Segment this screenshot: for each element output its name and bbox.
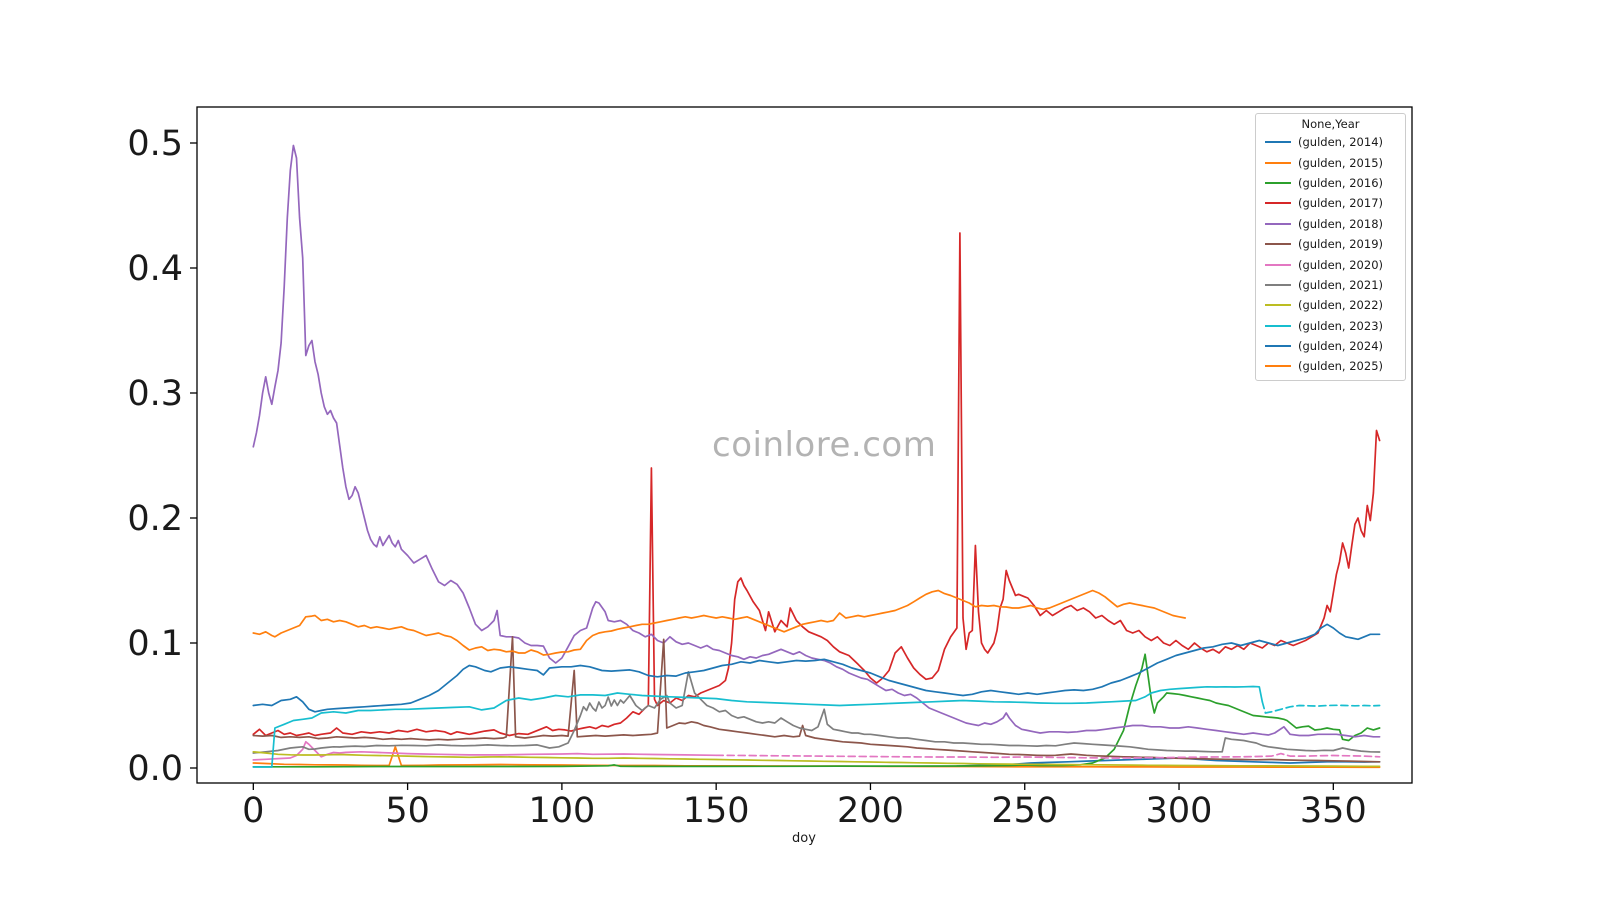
legend-line-swatch xyxy=(1265,324,1291,327)
legend-line-swatch xyxy=(1265,141,1291,144)
series-line-2023 xyxy=(1261,700,1381,714)
legend-label: (gulden, 2017) xyxy=(1298,196,1383,211)
x-tick-label: 200 xyxy=(837,791,904,831)
legend: None,Year (gulden, 2014) (gulden, 2015) (g… xyxy=(1255,113,1406,381)
legend-label: (gulden, 2025) xyxy=(1298,359,1383,374)
legend-label: (gulden, 2020) xyxy=(1298,257,1383,272)
x-tick-label: 0 xyxy=(242,791,264,831)
legend-label: (gulden, 2018) xyxy=(1298,216,1383,231)
legend-item-2019: (gulden, 2019) xyxy=(1256,234,1405,254)
legend-label: (gulden, 2019) xyxy=(1298,237,1383,252)
legend-item-2017: (gulden, 2017) xyxy=(1256,193,1405,213)
y-tick-label: 0.3 xyxy=(127,374,183,414)
x-tick-label: 50 xyxy=(385,791,430,831)
legend-line-swatch xyxy=(1265,161,1291,164)
series-line-2023 xyxy=(252,685,1264,768)
legend-label: (gulden, 2016) xyxy=(1298,175,1383,190)
y-tick-label: 0.4 xyxy=(127,249,183,289)
y-tick-label: 0.2 xyxy=(127,499,183,539)
legend-label: (gulden, 2023) xyxy=(1298,318,1383,333)
legend-label: (gulden, 2014) xyxy=(1298,135,1383,150)
legend-item-list: (gulden, 2014) (gulden, 2015) (gulden, 201… xyxy=(1256,132,1405,377)
series-line-2017 xyxy=(252,232,1381,737)
plot-frame xyxy=(196,106,1413,784)
legend-line-swatch xyxy=(1265,181,1291,184)
series-line-2020 xyxy=(252,740,718,761)
legend-item-2016: (gulden, 2016) xyxy=(1256,173,1405,193)
legend-item-2024: (gulden, 2024) xyxy=(1256,336,1405,356)
legend-line-swatch xyxy=(1265,304,1291,307)
legend-item-2020: (gulden, 2020) xyxy=(1256,254,1405,274)
watermark: coinlore.com xyxy=(712,425,937,465)
x-tick-label: 100 xyxy=(528,791,595,831)
series-line-2018 xyxy=(252,144,1381,738)
legend-line-swatch xyxy=(1265,243,1291,246)
x-axis-label: doy xyxy=(792,831,816,846)
legend-line-swatch xyxy=(1265,345,1291,348)
y-tick-label: 0.1 xyxy=(127,624,183,664)
x-tick-label: 250 xyxy=(991,791,1058,831)
x-tick-label: 300 xyxy=(1146,791,1213,831)
legend-item-2022: (gulden, 2022) xyxy=(1256,295,1405,315)
legend-title: None,Year xyxy=(1301,117,1360,131)
legend-label: (gulden, 2021) xyxy=(1298,277,1383,292)
legend-item-2015: (gulden, 2015) xyxy=(1256,152,1405,172)
legend-line-swatch xyxy=(1265,263,1291,266)
legend-item-2025: (gulden, 2025) xyxy=(1256,356,1405,376)
series-line-2016 xyxy=(252,653,1381,768)
legend-item-2023: (gulden, 2023) xyxy=(1256,316,1405,336)
y-tick-label: 0.5 xyxy=(127,124,183,164)
legend-item-2021: (gulden, 2021) xyxy=(1256,275,1405,295)
series-line-2020 xyxy=(715,752,1381,759)
legend-label: (gulden, 2024) xyxy=(1298,339,1383,354)
legend-line-swatch xyxy=(1265,202,1291,205)
legend-label: (gulden, 2022) xyxy=(1298,298,1383,313)
series-line-2021 xyxy=(252,670,1381,754)
legend-label: (gulden, 2015) xyxy=(1298,155,1383,170)
series-line-2024 xyxy=(252,623,1381,713)
legend-line-swatch xyxy=(1265,283,1291,286)
x-tick-label: 150 xyxy=(683,791,750,831)
y-tick-label: 0.0 xyxy=(127,749,183,789)
legend-item-2018: (gulden, 2018) xyxy=(1256,214,1405,234)
x-tick-label: 350 xyxy=(1300,791,1367,831)
series-line-2025 xyxy=(252,589,1187,656)
legend-line-swatch xyxy=(1265,365,1291,368)
legend-line-swatch xyxy=(1265,222,1291,225)
series-line-2022 xyxy=(252,750,1381,768)
series-line-2019 xyxy=(252,635,1381,763)
legend-item-2014: (gulden, 2014) xyxy=(1256,132,1405,152)
